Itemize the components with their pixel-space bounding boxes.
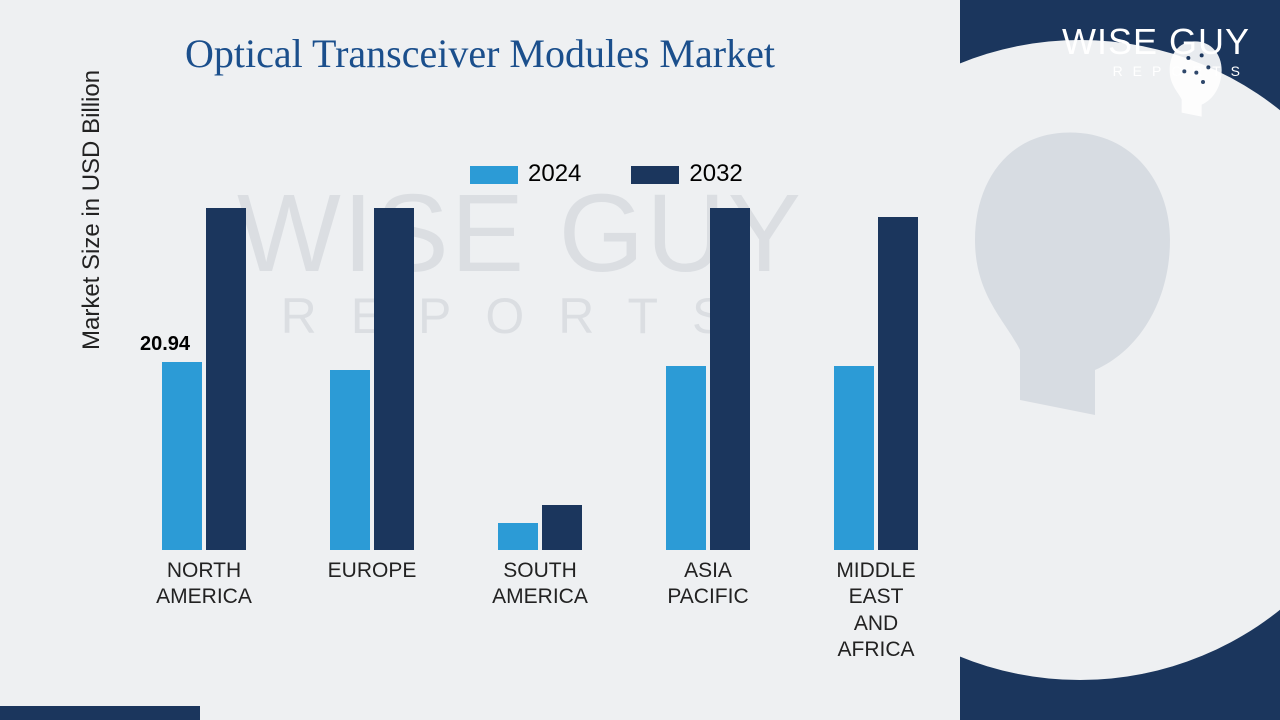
legend-item-2024: 2024 bbox=[470, 160, 581, 188]
legend-label-2032: 2032 bbox=[689, 160, 742, 187]
category-label: SOUTHAMERICA bbox=[460, 558, 620, 611]
brand-head-icon bbox=[1160, 38, 1230, 118]
legend-swatch-2032 bbox=[631, 166, 679, 184]
category-label: ASIAPACIFIC bbox=[628, 558, 788, 611]
legend-item-2032: 2032 bbox=[631, 160, 742, 188]
bar-2032 bbox=[710, 208, 750, 550]
bar-2032 bbox=[374, 208, 414, 550]
bar-2024 bbox=[330, 370, 370, 550]
page-title: Optical Transceiver Modules Market bbox=[60, 30, 900, 77]
footer-accent-bar bbox=[0, 706, 200, 720]
category-label: MIDDLEEASTANDAFRICA bbox=[796, 558, 956, 663]
category-label: NORTHAMERICA bbox=[124, 558, 284, 611]
category-axis: NORTHAMERICA EUROPE SOUTHAMERICAASIAPACIFI… bbox=[120, 558, 960, 678]
bar-2024 bbox=[162, 362, 202, 550]
brand-logo: WISE GUY REPORTS bbox=[1062, 24, 1250, 78]
y-axis-label: Market Size in USD Billion bbox=[78, 70, 106, 350]
legend-swatch-2024 bbox=[470, 166, 518, 184]
bar-2024 bbox=[666, 366, 706, 551]
bar-value-label: 20.94 bbox=[140, 333, 190, 356]
bar-2032 bbox=[206, 208, 246, 550]
legend-label-2024: 2024 bbox=[528, 160, 581, 187]
bar-2024 bbox=[498, 523, 538, 550]
stage: WISE GUY REPORTS Optical Transceiver Mod… bbox=[0, 0, 1280, 720]
bar-2024 bbox=[834, 366, 874, 551]
bar-2032 bbox=[878, 217, 918, 550]
category-label: EUROPE bbox=[292, 558, 452, 584]
legend: 2024 2032 bbox=[470, 160, 743, 188]
bar-chart: 20.94 bbox=[120, 190, 960, 550]
bar-2032 bbox=[542, 505, 582, 550]
watermark-head-icon bbox=[940, 120, 1200, 420]
